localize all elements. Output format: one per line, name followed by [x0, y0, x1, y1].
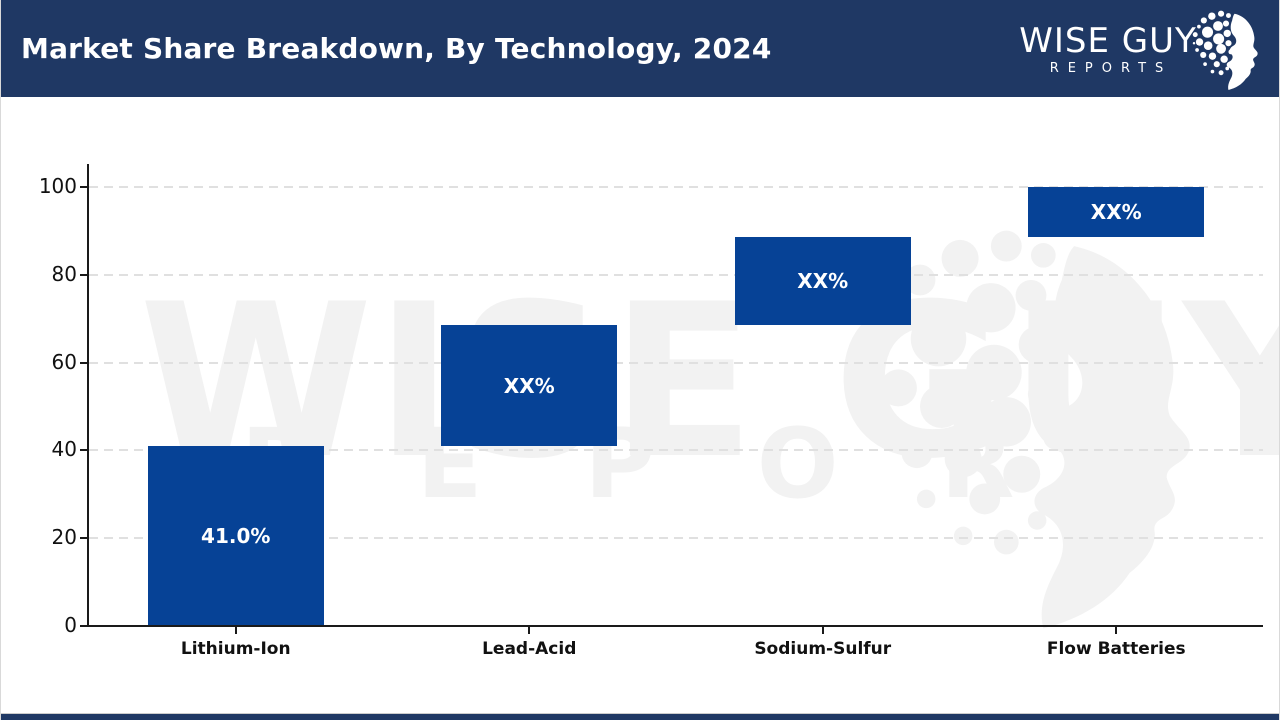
y-tick-mark-100 [80, 185, 88, 188]
y-tick-label-80: 80 [51, 261, 77, 286]
bar-value-label-sodium-sulfur: XX% [797, 269, 849, 294]
footer-bar [1, 714, 1279, 720]
x-tick-mark-lithium-ion [234, 627, 237, 634]
brand-face-icon [1192, 10, 1258, 90]
x-axis-line [87, 625, 1263, 627]
y-tick-mark-0 [80, 625, 88, 627]
bar-flow-batteries: XX% [1028, 186, 1205, 238]
gridline-80 [89, 273, 1263, 276]
gridline-20 [89, 537, 1263, 540]
x-tick-mark-sodium-sulfur [821, 627, 824, 634]
y-tick-label-60: 60 [51, 349, 77, 374]
y-tick-mark-40 [80, 449, 88, 452]
x-category-label-lithium-ion: Lithium-Ion [180, 639, 291, 659]
x-tick-mark-flow-batteries [1115, 627, 1118, 634]
brand-logo-name: WISE GUY [1019, 21, 1197, 61]
y-axis-line [87, 164, 89, 627]
y-tick-label-40: 40 [51, 437, 77, 462]
y-tick-label-20: 20 [51, 525, 77, 550]
bar-value-label-lead-acid: XX% [503, 373, 555, 398]
x-tick-mark-lead-acid [528, 627, 531, 634]
x-category-label-flow-batteries: Flow Batteries [1046, 639, 1186, 659]
gridline-60 [89, 361, 1263, 364]
y-tick-mark-20 [80, 537, 88, 540]
page-title: Market Share Breakdown, By Technology, 2… [21, 32, 772, 65]
bar-value-label-lithium-ion: 41.0% [201, 523, 271, 548]
x-category-label-sodium-sulfur: Sodium-Sulfur [754, 639, 892, 659]
bar-lead-acid: XX% [441, 325, 618, 446]
plot-area: 41.0% XX% XX% XX% [89, 165, 1263, 626]
gridline-40 [89, 449, 1263, 452]
header-bar: Market Share Breakdown, By Technology, 2… [1, 0, 1279, 97]
y-tick-label-0: 0 [64, 613, 77, 637]
bar-lithium-ion: 41.0% [147, 445, 324, 626]
y-tick-mark-80 [80, 273, 88, 276]
bar-value-label-flow-batteries: XX% [1090, 200, 1142, 225]
footer-divider [1, 713, 1279, 714]
x-category-label-lead-acid: Lead-Acid [482, 639, 577, 659]
brand-logo-subtitle: REPORTS [1049, 61, 1173, 76]
brand-logo: WISE GUY REPORTS [1013, 8, 1263, 90]
y-tick-mark-60 [80, 361, 88, 364]
bar-sodium-sulfur: XX% [734, 237, 911, 326]
gridline-100 [89, 185, 1263, 188]
y-tick-label-100: 100 [38, 173, 77, 198]
